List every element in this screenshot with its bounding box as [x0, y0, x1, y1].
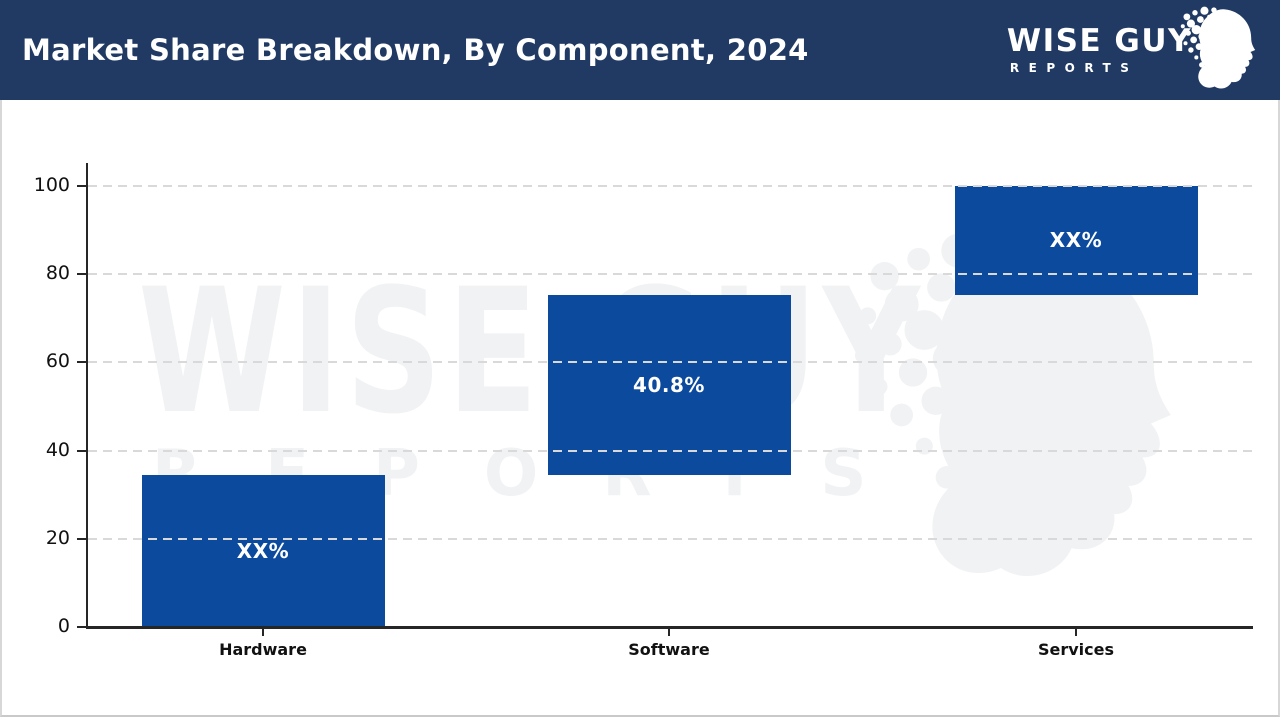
grid-line-80: [88, 273, 1253, 276]
x-category-label-software: Software: [628, 640, 710, 659]
page-title: Market Share Breakdown, By Component, 20…: [22, 33, 809, 67]
header-bar: Market Share Breakdown, By Component, 20…: [0, 0, 1280, 100]
y-tick-label: 80: [45, 262, 70, 285]
bar-services: XX%: [954, 186, 1198, 295]
y-tick-label: 20: [45, 526, 70, 549]
y-tick-mark: [77, 361, 88, 364]
y-tick-label: 0: [57, 615, 70, 637]
logo-subtitle: REPORTS: [1009, 61, 1139, 75]
bar-software: 40.8%: [547, 294, 791, 475]
y-tick-mark: [77, 537, 88, 540]
x-tick-mark: [262, 627, 264, 636]
x-tick-mark: [1075, 627, 1077, 636]
y-axis-line: [86, 163, 88, 629]
y-tick-label: 100: [33, 174, 70, 196]
x-category-label-services: Services: [1037, 640, 1115, 659]
grid-line-40: [88, 449, 1253, 452]
logo-wordmark: WISE GUY: [1006, 23, 1192, 59]
logo-face-icon: [1179, 6, 1256, 89]
grid-line-20: [88, 537, 1253, 540]
bar-hardware: XX%: [141, 474, 385, 627]
y-tick-mark: [77, 449, 88, 452]
bar-value-label: XX%: [236, 538, 290, 563]
wise-guy-reports-logo: WISE GUY REPORTS: [1007, 6, 1264, 94]
y-tick-label: 40: [45, 438, 70, 461]
x-category-label-hardware: Hardware: [219, 640, 307, 659]
y-tick-label: 60: [45, 350, 70, 373]
x-tick-mark: [668, 627, 670, 636]
grid-line-100: [88, 185, 1253, 187]
y-tick-mark: [77, 626, 88, 628]
y-tick-mark: [77, 185, 88, 187]
x-axis-line: [86, 626, 1253, 629]
grid-line-60: [88, 361, 1253, 364]
logo-text: WISE GUY REPORTS: [1006, 23, 1192, 75]
bar-value-label: XX%: [1049, 228, 1103, 253]
y-tick-mark: [77, 273, 88, 276]
bar-value-label: 40.8%: [633, 372, 705, 397]
